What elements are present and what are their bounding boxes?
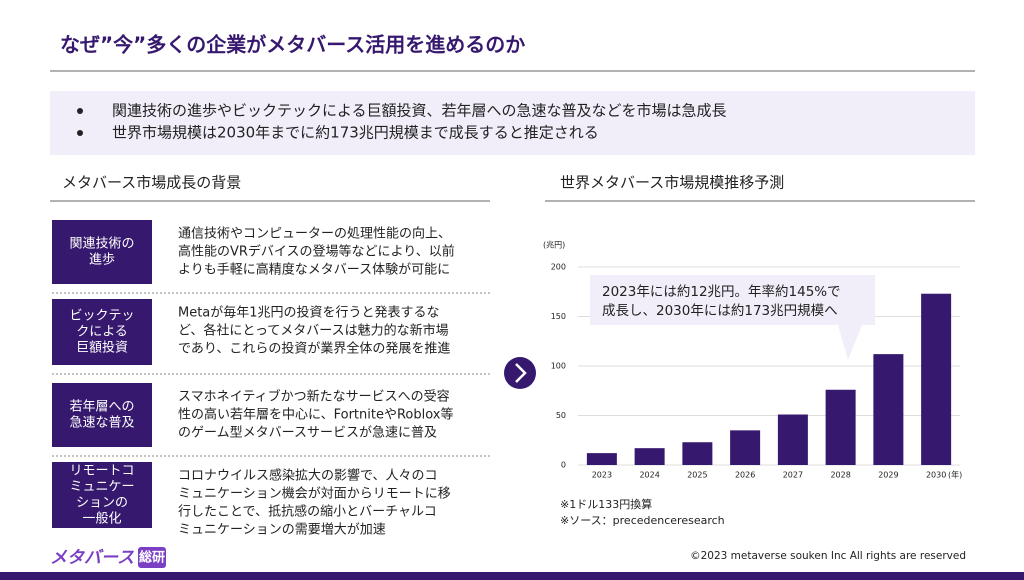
x-tick-label: 2024 [639,471,659,480]
x-tick-label: 2023 [592,471,612,480]
x-tick-label: 2029 [878,471,898,480]
x-tick-label: 2030 [926,471,946,480]
bar [730,430,761,465]
bar [873,354,904,465]
item-label: リモートコ [69,464,134,479]
x-tick-label: 2026 [735,471,755,480]
item-label-box [52,383,152,447]
item-label: クによる [76,325,128,340]
item-label: 急速な普及 [69,416,134,431]
item-label: 関連技術の [69,237,134,252]
item-text: のゲーム型メタバースサービスが急速に普及 [178,426,437,441]
bar [634,448,665,465]
bottom-bar [0,572,1024,580]
bullet-text: 世界市場規模は2030年までに約173兆円規模まで成長すると推定される [112,124,599,142]
item-text: 通信技術やコンピューターの処理性能の向上、 [178,226,451,242]
item-text: 性の高い若年層を中心に、FortniteやRoblox等 [178,407,453,423]
item-label: ションの [76,496,128,511]
item-text: 高性能のVRデバイスの登場等などにより、以前 [178,244,455,260]
x-tick-label: 2027 [783,471,803,480]
callout [590,275,875,360]
y-tick-label: 100 [551,362,566,371]
logo-text: メタバース [50,548,134,568]
item-label: 巨額投資 [76,340,128,356]
item-label: 進歩 [89,253,115,268]
bar [825,389,856,465]
logo-badge [138,547,166,568]
bullet-dot [77,108,83,114]
item-text: よりも手軽に高精度なメタバース体験が可能に [178,262,450,278]
chart-note: ※1ドル133円換算 [560,497,652,511]
item-label: 若年層への [69,399,134,415]
item-label-box [52,462,152,528]
item-label: ミュニケー [69,480,134,495]
callout-text: 2023年には約12兆円。年率約145%で [602,283,841,300]
arrow [515,363,527,383]
chart-note: ※ソース：precedenceresearch [560,514,725,527]
x-tick-label: 2028 [830,471,850,480]
bar [682,442,713,465]
item-text: 行したことで、抵抗感の縮小とバーチャルコ [178,504,437,520]
item-label-box [52,299,152,365]
bar [777,414,808,465]
item-text: Metaが毎年1兆円の投資を行うと発表するな [178,305,440,321]
item-label: ビックテッ [69,309,134,324]
bullet-text: 関連技術の進歩やビックテックによる巨額投資、若年層への急速な普及などを市場は急成… [112,102,727,120]
arrow-circle [504,357,536,389]
item-text: ど、各社にとってメタバースは魅力的な新市場 [178,323,449,339]
y-tick-label: 50 [556,411,566,420]
item-text: コロナウイルス感染拡大の影響で、人々のコ [178,468,437,484]
item-label: 一般化 [82,511,121,527]
bar [921,293,952,465]
item-text: ミュニケーションの需要増大が加速 [178,523,386,538]
item-text: であり、これらの投資が業界全体の発展を推進 [178,341,450,357]
bullet-dot [77,130,83,136]
item-text: ミュニケーション機会が対面からリモートに移 [178,487,451,502]
section-heading: 世界メタバース市場規模推移予測 [560,174,784,192]
item-label-box [52,220,152,284]
y-tick-label: 200 [551,263,566,272]
y-axis-label: (兆円) [543,240,565,250]
y-tick-label: 150 [551,312,566,321]
logo-text: 総研 [139,550,165,566]
callout-text: 成長し、2030年には約173兆円規模へ [602,303,838,319]
section-heading: メタバース市場成長の背景 [62,174,241,192]
summary-box [50,91,975,155]
slide-title: なぜ”今”多くの企業がメタバース活用を進めるのか [60,33,525,57]
x-tick-label: 2025 [687,471,707,480]
item-text: スマホネイティブかつ新たなサービスへの受容 [178,389,450,405]
copyright: ©2023 metaverse souken Inc All rights ar… [690,550,966,562]
x-axis-label: (年) [948,470,962,480]
bar [586,453,617,465]
y-tick-label: 0 [561,461,566,470]
